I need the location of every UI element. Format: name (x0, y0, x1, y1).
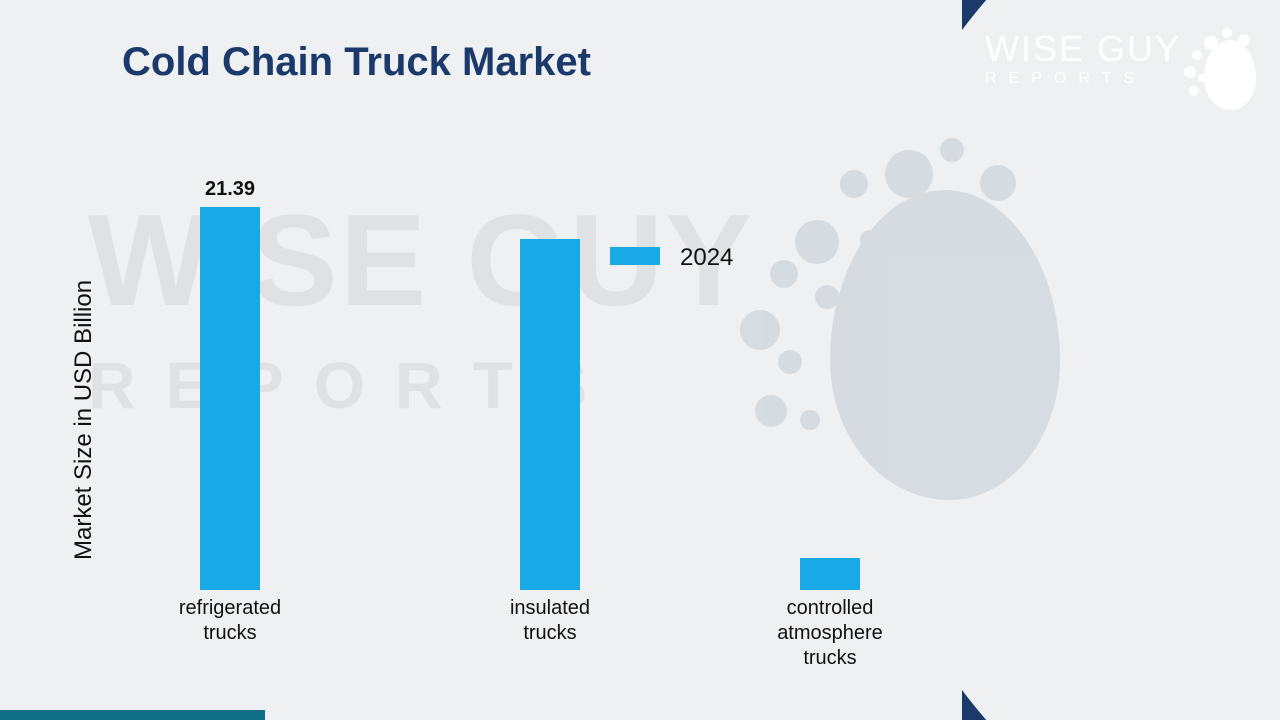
logo-head-icon (1180, 26, 1260, 114)
bar-value-label: 21.39 (170, 178, 290, 201)
logo-line2: REPORTS (985, 70, 1181, 88)
bar-chart: 21.39 (130, 160, 990, 590)
y-axis-label: Market Size in USD Billion (70, 280, 98, 560)
bottom-strip (0, 710, 265, 720)
x-category-label: controlledatmospheretrucks (730, 596, 930, 671)
x-category-label: insulatedtrucks (450, 596, 650, 646)
wiseguy-logo: WISE GUY REPORTS (985, 28, 1181, 88)
logo-line1: WISE GUY (985, 28, 1181, 70)
bar (200, 207, 260, 590)
bar (800, 558, 860, 590)
chart-canvas: WISE GUY REPORTS Cold Chain Truck Market… (0, 0, 1280, 720)
chart-title: Cold Chain Truck Market (122, 40, 591, 85)
bar (520, 239, 580, 590)
x-category-label: refrigeratedtrucks (130, 596, 330, 646)
